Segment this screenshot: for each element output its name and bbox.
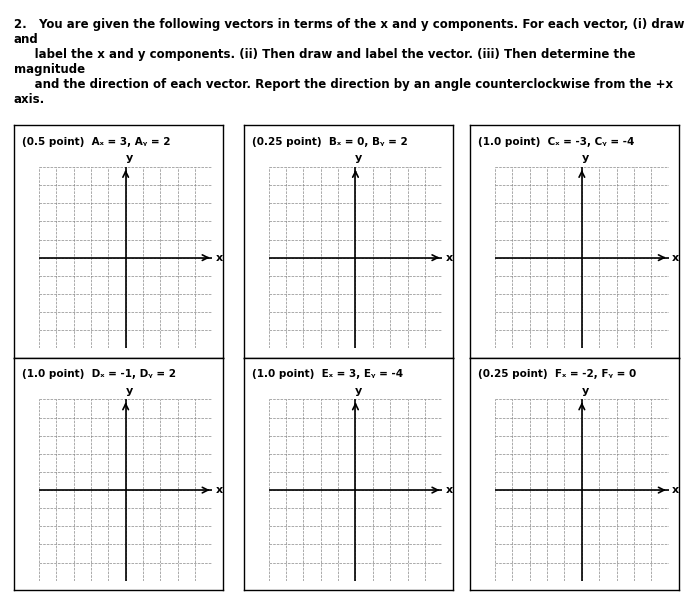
Text: 2.   You are given the following vectors in terms of the x and y components. For: 2. You are given the following vectors i… bbox=[14, 18, 684, 106]
Text: (1.0 point)  Cₓ = -3, Cᵧ = -4: (1.0 point) Cₓ = -3, Cᵧ = -4 bbox=[478, 137, 635, 147]
Text: y: y bbox=[582, 153, 589, 163]
Text: (1.0 point)  Eₓ = 3, Eᵧ = -4: (1.0 point) Eₓ = 3, Eᵧ = -4 bbox=[252, 369, 403, 379]
Text: x: x bbox=[216, 253, 223, 263]
Text: x: x bbox=[672, 485, 679, 495]
Text: x: x bbox=[216, 485, 223, 495]
Text: (0.25 point)  Fₓ = -2, Fᵧ = 0: (0.25 point) Fₓ = -2, Fᵧ = 0 bbox=[478, 369, 637, 379]
Text: y: y bbox=[355, 153, 363, 163]
Text: (0.25 point)  Bₓ = 0, Bᵧ = 2: (0.25 point) Bₓ = 0, Bᵧ = 2 bbox=[252, 137, 407, 147]
Text: y: y bbox=[582, 386, 589, 396]
Text: y: y bbox=[355, 386, 363, 396]
Text: x: x bbox=[672, 253, 679, 263]
Text: x: x bbox=[446, 253, 453, 263]
Text: y: y bbox=[126, 386, 133, 396]
Text: x: x bbox=[446, 485, 453, 495]
Text: (1.0 point)  Dₓ = -1, Dᵧ = 2: (1.0 point) Dₓ = -1, Dᵧ = 2 bbox=[22, 369, 176, 379]
Text: y: y bbox=[126, 153, 133, 163]
Text: (0.5 point)  Aₓ = 3, Aᵧ = 2: (0.5 point) Aₓ = 3, Aᵧ = 2 bbox=[22, 137, 171, 147]
